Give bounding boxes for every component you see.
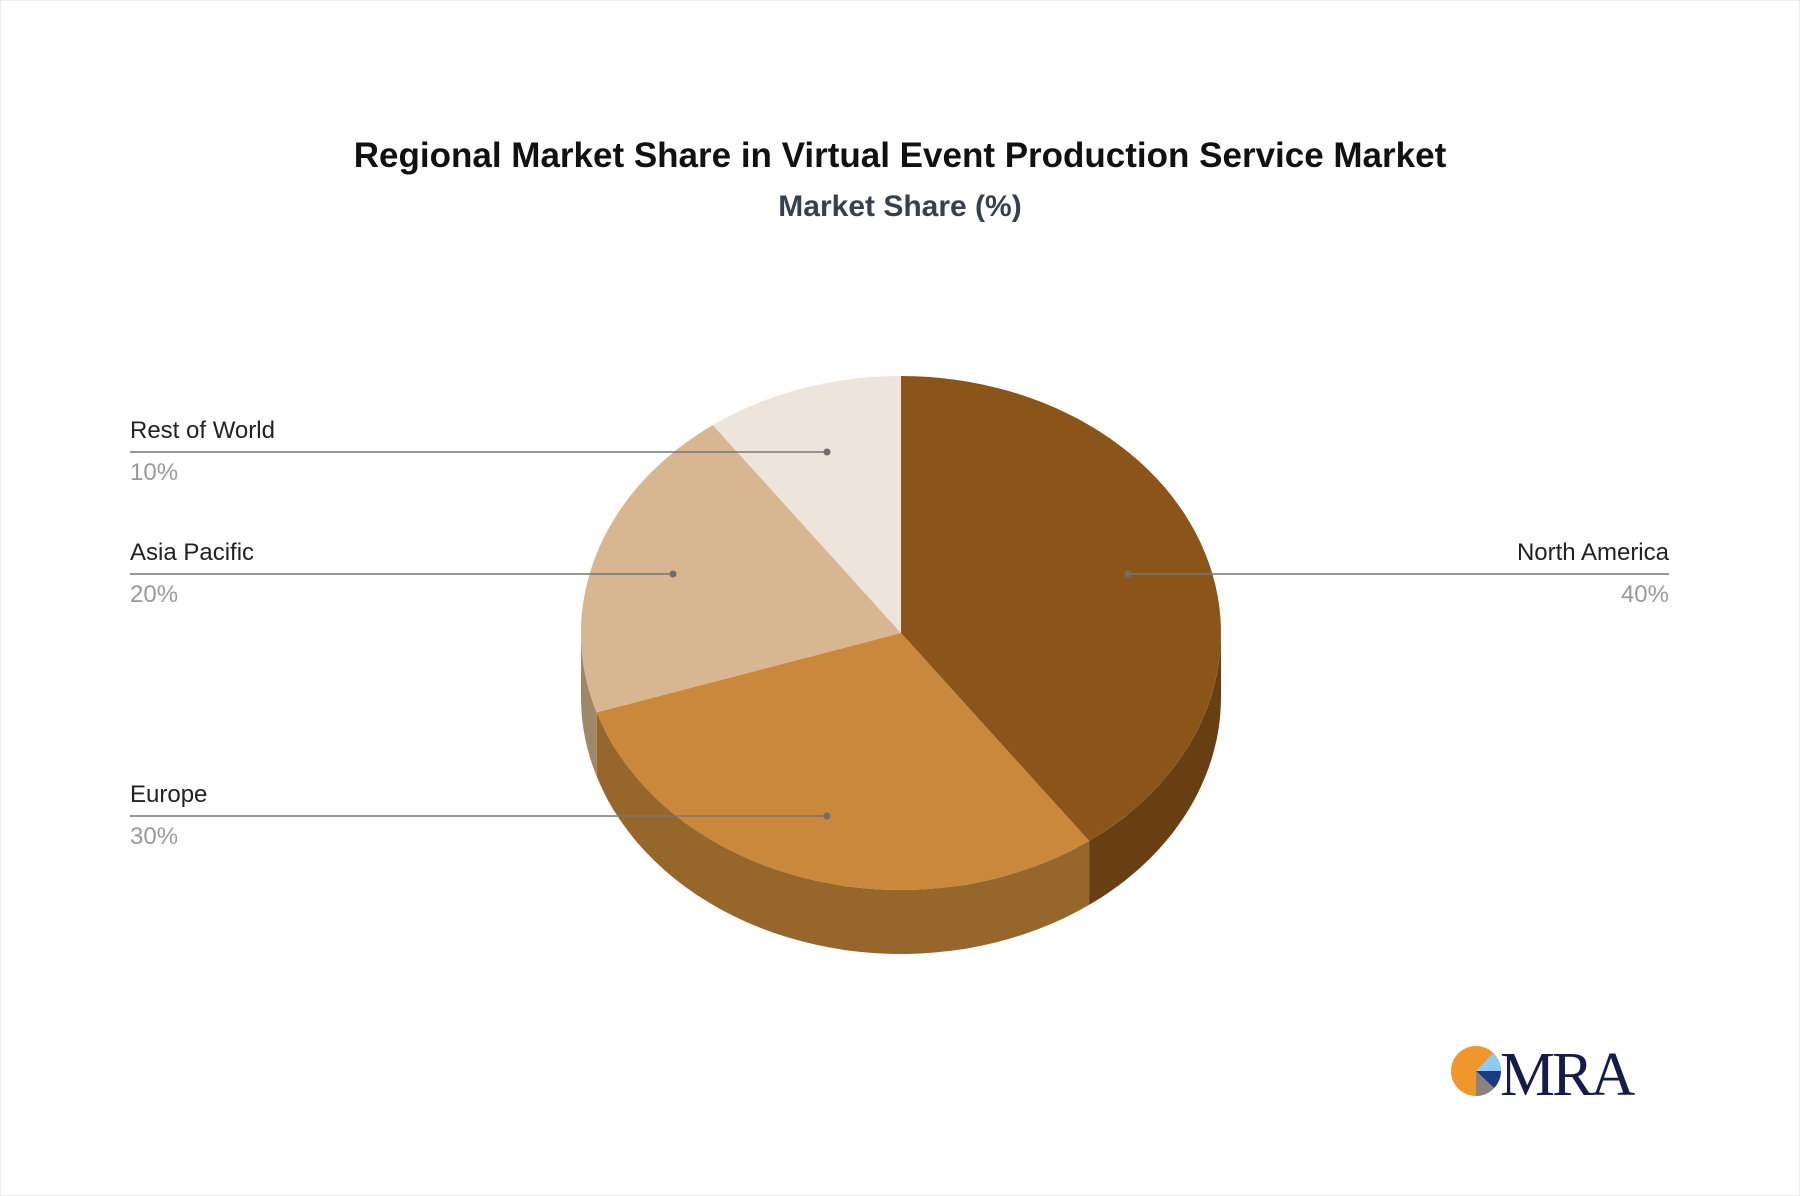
leader-dot-europe xyxy=(823,812,831,820)
value-asia-pacific: 20% xyxy=(130,581,179,608)
slice-side-europe xyxy=(596,712,1090,954)
value-north-america: 40% xyxy=(1620,581,1669,608)
slice-north-america[interactable] xyxy=(901,376,1221,841)
value-rest-of-world: 10% xyxy=(130,459,179,486)
slice-rest-of-world[interactable] xyxy=(712,376,901,633)
label-europe: Europe xyxy=(130,781,208,808)
chart-title: Regional Market Share in Virtual Event P… xyxy=(353,136,1447,175)
slice-side-north-america xyxy=(1089,633,1221,905)
slice-europe[interactable] xyxy=(596,633,1090,890)
label-asia-pacific: Asia Pacific xyxy=(130,539,255,566)
chart-subtitle: Market Share (%) xyxy=(778,190,1022,223)
leader-dot-rest-of-world xyxy=(823,448,831,456)
leader-dot-asia-pacific xyxy=(669,570,677,578)
slice-side-asia-pacific xyxy=(581,633,597,777)
value-europe: 30% xyxy=(130,823,179,850)
leader-dot-north-america xyxy=(1124,570,1132,578)
label-rest-of-world: Rest of World xyxy=(130,417,275,444)
slice-asia-pacific[interactable] xyxy=(581,425,901,713)
label-north-america: North America xyxy=(1516,539,1669,566)
mra-logo: MRA xyxy=(1451,1041,1638,1102)
svg-text:MRA: MRA xyxy=(1500,1041,1635,1102)
